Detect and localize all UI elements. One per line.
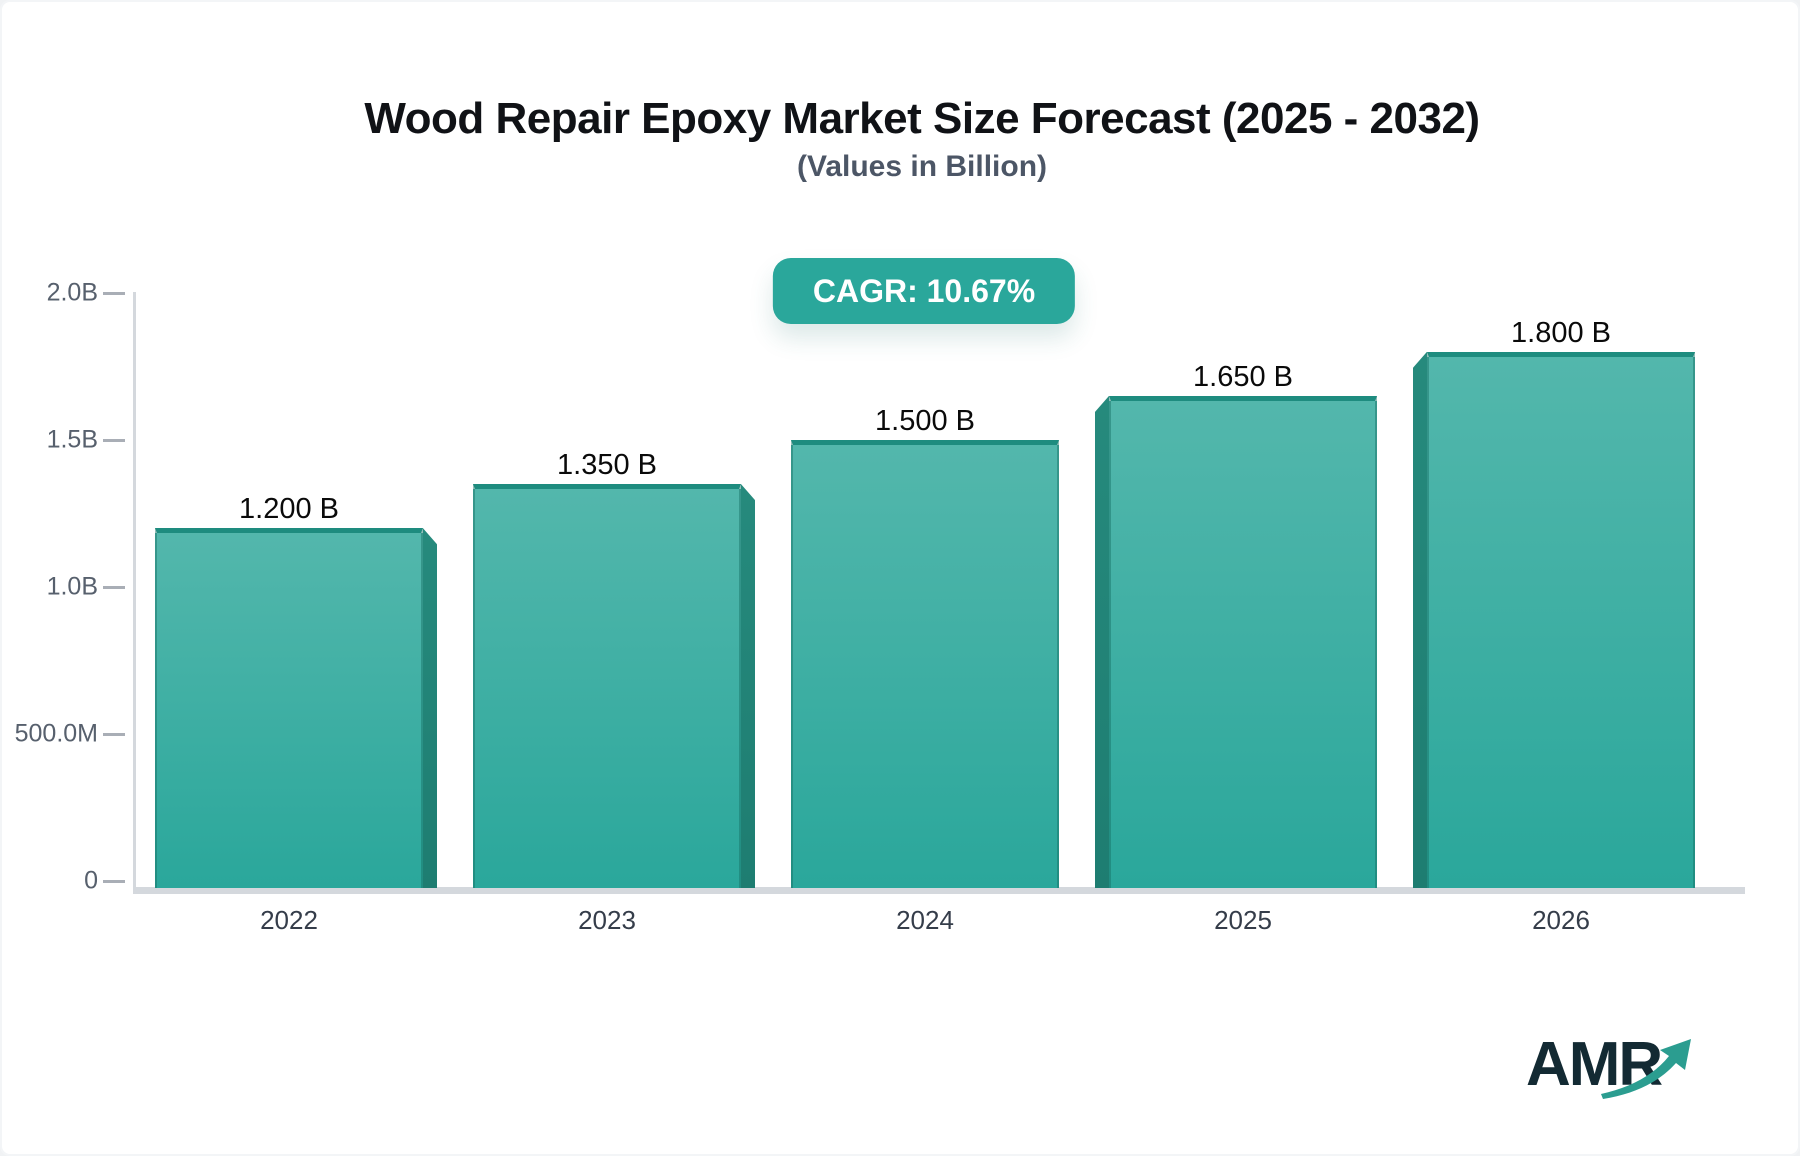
bar-side-panel <box>1095 395 1109 888</box>
bar-side-panel <box>741 484 755 888</box>
y-tick-mark <box>103 880 125 883</box>
y-tick-label: 1.5B <box>46 425 98 454</box>
y-tick-mark <box>103 439 125 442</box>
amr-logo: AMR <box>1526 1034 1726 1112</box>
bar-side-panel <box>1413 351 1427 888</box>
x-axis-line <box>133 887 1745 894</box>
chart-title: Wood Repair Epoxy Market Size Forecast (… <box>364 94 1480 143</box>
y-axis-line <box>133 292 136 888</box>
y-tick-mark <box>103 733 125 736</box>
bar-side-panel <box>423 528 437 888</box>
x-axis-category-label: 2022 <box>260 905 318 935</box>
chart-subtitle: (Values in Billion) <box>796 150 1048 183</box>
growth-arrow-icon <box>1601 1039 1691 1099</box>
cagr-badge: CAGR: 10.67% <box>772 258 1076 324</box>
y-tick-label: 500.0M <box>14 719 98 748</box>
x-axis-category-label: 2026 <box>1532 905 1590 935</box>
bar-value-label: 1.800 B <box>1511 316 1611 349</box>
bar-value-label: 1.350 B <box>557 449 657 482</box>
y-tick-label: 2.0B <box>46 278 98 307</box>
y-tick-label: 0 <box>84 866 98 895</box>
y-tick-label: 1.0B <box>46 572 98 601</box>
bar-value-label: 1.650 B <box>1193 360 1293 393</box>
bar <box>1109 395 1377 888</box>
bar-value-label: 1.200 B <box>239 493 339 526</box>
bar <box>1427 351 1695 888</box>
x-axis-category-label: 2024 <box>896 905 954 935</box>
bar-value-label: 1.500 B <box>875 405 975 437</box>
bar <box>155 528 423 888</box>
y-tick-mark <box>103 292 125 295</box>
bar <box>473 484 741 888</box>
y-tick-mark <box>103 586 125 589</box>
x-axis-category-label: 2023 <box>578 905 636 935</box>
bar <box>791 440 1059 888</box>
x-axis-category-label: 2025 <box>1214 905 1272 935</box>
